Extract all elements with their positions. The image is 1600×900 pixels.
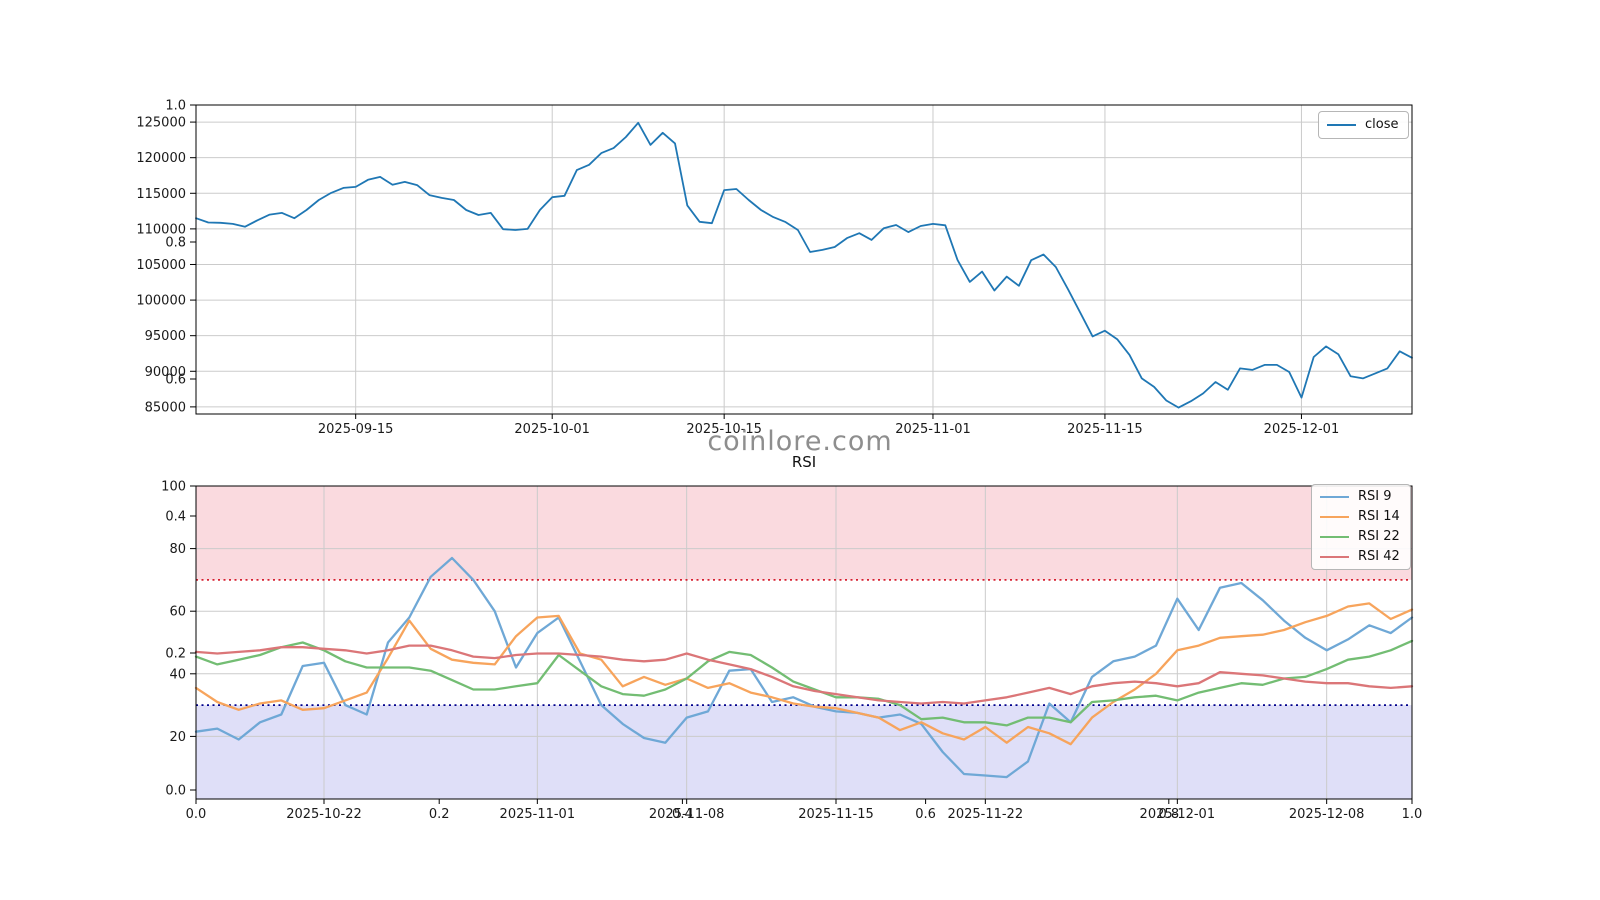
x-tick-label: 2025-10-01 [514,422,590,437]
figure-x-tick-label: 0.6 [915,807,936,822]
rsi-42-series-line [194,644,1414,705]
y-tick-label: 85000 [145,400,186,415]
rsi-legend-item-rsi22: RSI 22 [1320,529,1400,545]
rsi-indicator-chart: 2025-10-22 2025-11-01 2025-11-08 2025-11-15… [161,480,1414,822]
figure-x-tick-label: 0.0 [186,807,207,822]
rsi-legend-item-rsi42: RSI 42 [1320,549,1400,565]
figure-x-tick-label: 0.2 [429,807,450,822]
y-tick-label: 95000 [145,329,186,344]
rsi22-line-sample [1320,536,1349,538]
figure-y-tick-label: 0.2 [165,647,186,662]
y-tick-label: 110000 [136,222,186,237]
figure-y-tick-label: 0.0 [165,784,186,799]
price-chart: 2025-09-15 2025-10-01 2025-10-15 2025-11-01… [136,104,1413,437]
band-oversold [196,705,1412,799]
x-tick-label: 2025-11-01 [500,807,576,822]
rsi-9-series-line [194,556,1414,779]
close-series-line [195,121,1413,409]
rsi-legend-label-rsi14: RSI 14 [1358,509,1400,524]
y-tick-label: 20 [169,730,186,745]
y-tick-label: 125000 [136,116,186,131]
y-tick-label: 115000 [136,187,186,202]
y-tick-label: 90000 [145,365,186,380]
x-tick-label: 2025-11-15 [798,807,874,822]
rsi-legend-label-rsi9: RSI 9 [1358,489,1392,504]
price-legend-item-close: close [1327,117,1398,133]
x-tick-label: 2025-12-01 [1140,807,1216,822]
rsi42-line-sample [1320,556,1349,558]
rsi-legend-item-rsi9: RSI 9 [1320,489,1400,505]
figure-axis-labels: 1.0 0.8 0.6 0.4 0.2 0.00.0 0.2 0.4 0.6 0.8 1.0 [165,99,1422,823]
plot-border [195,104,1413,415]
rsi-14-series-line [194,602,1414,746]
x-tick-label: 2025-11-01 [895,422,971,437]
price-legend-label: close [1365,117,1399,132]
rsi-legend-item-rsi14: RSI 14 [1320,509,1400,525]
x-tick-label: 2025-12-08 [1289,807,1365,822]
price-legend: close [1318,111,1410,139]
watermark-text: coinlore.com [707,426,893,457]
x-tick-label: 2025-10-15 [686,422,762,437]
y-tick-label: 40 [169,667,186,682]
figure-y-tick-label: 0.6 [165,373,186,388]
y-tick-label: 120000 [136,151,186,166]
rsi-22-series-line [194,639,1414,727]
x-tick-label: 2025-12-01 [1264,422,1340,437]
rsi-legend: RSI 9 RSI 14 RSI 22 RSI 42 [1311,484,1411,570]
y-tick-label: 60 [169,605,186,620]
figure-x-tick-label: 1.0 [1402,807,1423,822]
y-tick-label: 100000 [136,294,186,309]
x-tick-label: 2025-11-15 [1067,422,1143,437]
figure-y-tick-label: 0.4 [165,510,186,525]
figure-x-tick-label: 0.8 [1158,807,1179,822]
y-tick-label: 100 [161,480,186,495]
x-tick-label: 2025-09-15 [318,422,394,437]
x-tick-label: 2025-11-08 [649,807,725,822]
y-tick-label: 80 [169,542,186,557]
x-tick-label: 2025-10-22 [286,807,362,822]
figure-y-tick-label: 1.0 [165,99,186,114]
rsi9-line-sample [1320,496,1349,498]
rsi-legend-label-rsi22: RSI 22 [1358,529,1400,544]
x-tick-label: 2025-11-22 [948,807,1024,822]
close-line-sample [1327,124,1356,126]
plot-border [195,485,1413,800]
band-overbought [196,486,1412,580]
rsi-legend-label-rsi42: RSI 42 [1358,549,1400,564]
figure-x-tick-label: 0.4 [672,807,693,822]
y-tick-label: 105000 [136,258,186,273]
rsi-chart-title: RSI [791,453,817,471]
figure-y-tick-label: 0.8 [165,236,186,251]
rsi14-line-sample [1320,516,1349,518]
